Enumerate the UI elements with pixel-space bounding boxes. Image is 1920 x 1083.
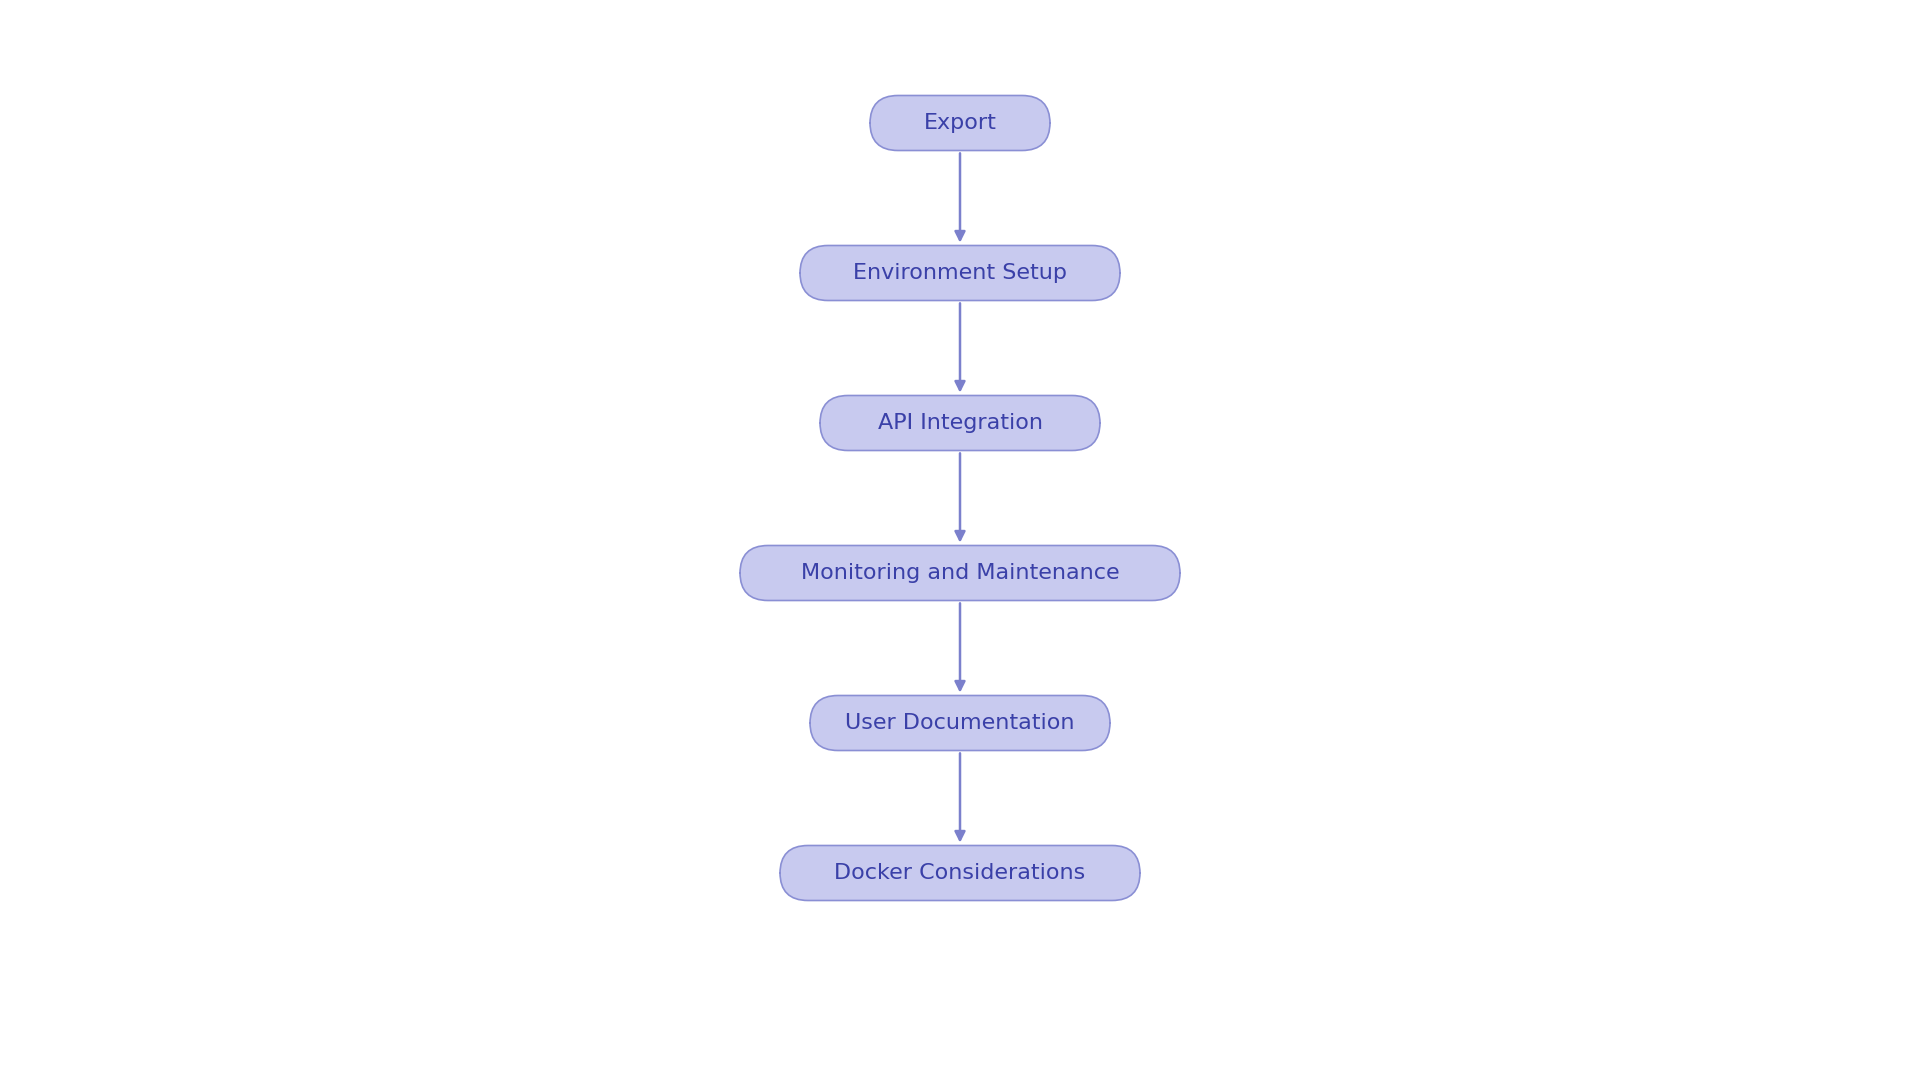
Text: Monitoring and Maintenance: Monitoring and Maintenance [801, 563, 1119, 583]
FancyBboxPatch shape [739, 546, 1181, 600]
FancyBboxPatch shape [801, 246, 1119, 300]
FancyBboxPatch shape [820, 395, 1100, 451]
FancyBboxPatch shape [780, 846, 1140, 900]
Text: User Documentation: User Documentation [845, 713, 1075, 733]
Text: Environment Setup: Environment Setup [852, 263, 1068, 283]
Text: Export: Export [924, 113, 996, 133]
FancyBboxPatch shape [810, 695, 1110, 751]
Text: Docker Considerations: Docker Considerations [835, 863, 1085, 883]
FancyBboxPatch shape [870, 95, 1050, 151]
Text: API Integration: API Integration [877, 413, 1043, 433]
